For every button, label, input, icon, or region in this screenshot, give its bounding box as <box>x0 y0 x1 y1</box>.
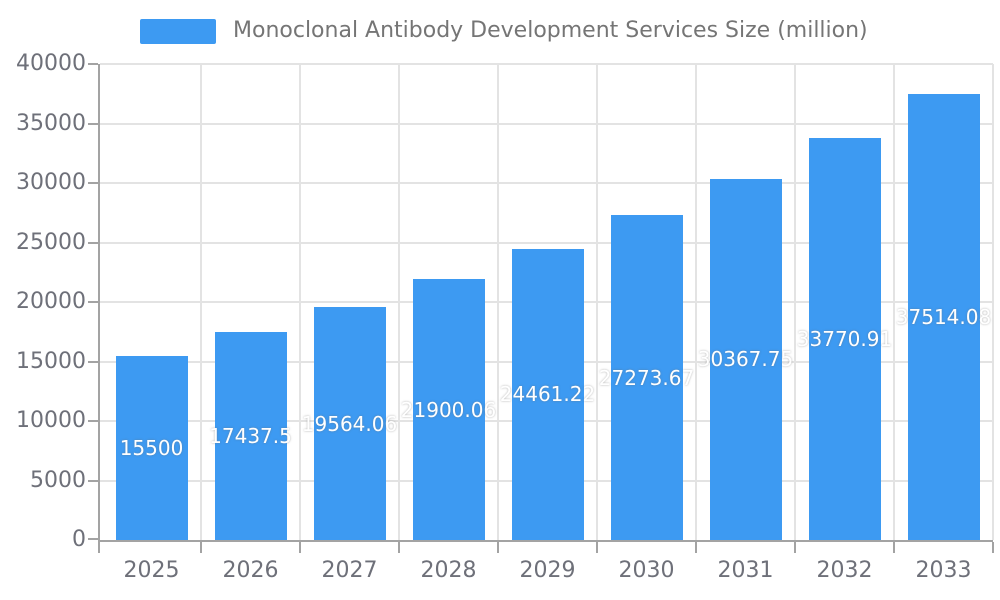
bar-value-label: 37514.08 <box>895 304 992 329</box>
y-axis-line <box>98 64 100 542</box>
y-axis-tick <box>88 182 98 184</box>
y-gridline <box>100 241 993 244</box>
y-axis-tick <box>88 420 98 422</box>
bar-value-label: 24461.22 <box>499 382 596 407</box>
x-gridline <box>992 64 994 540</box>
y-axis-label: 25000 <box>16 229 86 255</box>
x-axis-label-2026: 2026 <box>222 558 279 583</box>
y-axis-label: 40000 <box>16 51 86 76</box>
x-gridline <box>893 64 895 540</box>
y-axis-tick <box>88 479 98 482</box>
bar-2025[interactable]: 15500 <box>115 355 188 540</box>
x-axis-label-2032: 2032 <box>816 558 873 583</box>
x-gridline <box>695 64 697 540</box>
bar-value-label: 17437.5 <box>209 424 292 449</box>
x-axis-tick <box>695 542 697 553</box>
legend[interactable]: Monoclonal Antibody Development Services… <box>140 17 868 45</box>
bar-2033[interactable]: 37514.08 <box>896 93 991 540</box>
y-axis-tick <box>88 301 98 303</box>
x-axis-tick <box>200 542 202 553</box>
y-gridline <box>100 122 993 125</box>
x-axis-tick <box>299 542 301 553</box>
bar-2028[interactable]: 21900.06 <box>401 279 496 540</box>
x-axis-tick <box>98 542 100 553</box>
x-axis-label-2033: 2033 <box>915 558 972 583</box>
x-axis-label-2031: 2031 <box>717 558 774 583</box>
bar-value-label: 21900.06 <box>400 397 497 422</box>
y-axis-label: 5000 <box>30 467 86 493</box>
x-axis-tick <box>596 542 598 553</box>
x-gridline <box>200 64 202 540</box>
bar-2027[interactable]: 19564.06 <box>302 307 397 540</box>
y-axis-label: 30000 <box>16 170 86 195</box>
x-gridline <box>596 64 598 540</box>
bar-value-label: 33770.91 <box>796 327 893 352</box>
x-axis-tick <box>893 542 895 553</box>
y-axis-tick <box>88 241 98 244</box>
y-axis-label: 0 <box>72 527 86 552</box>
bar-2029[interactable]: 24461.22 <box>500 248 595 540</box>
bar-2032[interactable]: 33770.91 <box>797 138 892 540</box>
x-axis-line <box>98 540 993 542</box>
x-gridline <box>299 64 301 540</box>
y-axis-label: 15000 <box>16 348 86 374</box>
y-axis-label: 20000 <box>16 289 86 314</box>
x-axis-label-2030: 2030 <box>618 558 675 583</box>
x-axis-tick <box>497 542 499 553</box>
y-axis-tick <box>88 538 98 540</box>
x-gridline <box>398 64 400 540</box>
x-axis-label-2025: 2025 <box>123 558 180 583</box>
x-axis-tick <box>992 542 994 553</box>
x-axis-label-2027: 2027 <box>321 558 378 583</box>
y-axis-tick <box>88 122 98 125</box>
y-axis-label: 35000 <box>16 110 86 136</box>
x-axis-tick <box>794 542 796 553</box>
bar-value-label: 27273.67 <box>598 365 695 390</box>
y-gridline <box>100 182 993 184</box>
x-axis-label-2029: 2029 <box>519 558 576 583</box>
y-axis-tick <box>88 360 98 363</box>
bar-value-label: 19564.06 <box>301 411 398 436</box>
bar-value-label: 15500 <box>119 435 184 460</box>
x-gridline <box>794 64 796 540</box>
x-gridline <box>497 64 499 540</box>
x-axis-label-2028: 2028 <box>420 558 477 583</box>
bar-2030[interactable]: 27273.67 <box>599 215 694 540</box>
y-axis-tick <box>88 63 98 65</box>
y-gridline <box>100 63 993 65</box>
y-axis-label: 10000 <box>16 408 86 433</box>
bar-2026[interactable]: 17437.5 <box>209 332 292 540</box>
bar-2031[interactable]: 30367.75 <box>698 178 793 540</box>
legend-swatch-icon <box>140 18 216 44</box>
bar-value-label: 30367.75 <box>697 347 794 372</box>
legend-label: Monoclonal Antibody Development Services… <box>233 18 868 43</box>
x-axis-tick <box>398 542 400 553</box>
